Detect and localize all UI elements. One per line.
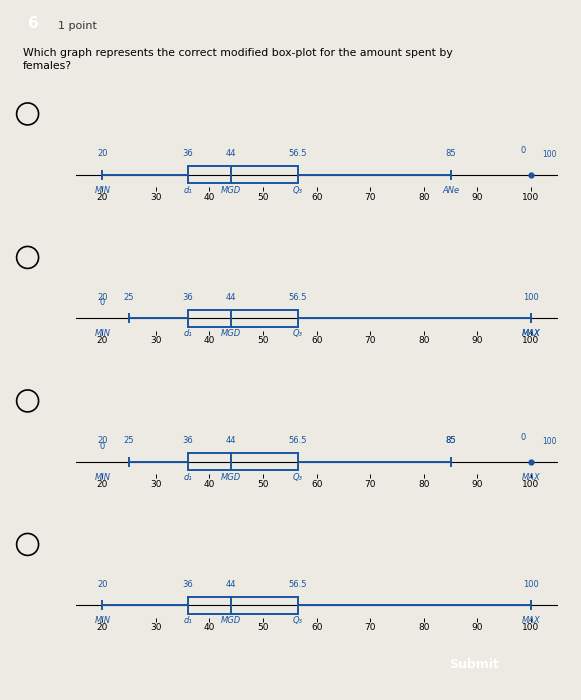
Text: MIN: MIN xyxy=(94,186,110,195)
Text: MGD: MGD xyxy=(221,186,241,195)
Text: 44: 44 xyxy=(225,436,236,445)
Text: MIN: MIN xyxy=(94,617,110,626)
Text: 56.5: 56.5 xyxy=(289,149,307,158)
Text: 20: 20 xyxy=(97,580,107,589)
Text: d₁: d₁ xyxy=(184,617,192,626)
Text: 36: 36 xyxy=(182,436,193,445)
Text: MAX: MAX xyxy=(522,330,540,339)
Bar xyxy=(188,167,298,183)
Text: 85: 85 xyxy=(445,436,456,445)
Text: 36: 36 xyxy=(182,293,193,302)
Text: MAX: MAX xyxy=(522,617,540,626)
Text: d₁: d₁ xyxy=(184,473,192,482)
Text: 44: 44 xyxy=(225,293,236,302)
Text: 0: 0 xyxy=(100,298,105,307)
Text: 56.5: 56.5 xyxy=(289,580,307,589)
Text: 100: 100 xyxy=(543,437,557,446)
Text: MGD: MGD xyxy=(221,330,241,339)
Text: 100: 100 xyxy=(543,150,557,159)
Text: 100: 100 xyxy=(523,293,539,302)
Text: Q₃: Q₃ xyxy=(293,186,303,195)
Text: 44: 44 xyxy=(225,580,236,589)
Text: 20: 20 xyxy=(97,293,107,302)
Text: 36: 36 xyxy=(182,580,193,589)
Bar xyxy=(188,454,298,470)
Text: 0: 0 xyxy=(100,442,105,451)
Text: 85: 85 xyxy=(445,149,456,158)
Text: MAX: MAX xyxy=(522,330,540,339)
Text: 20: 20 xyxy=(97,436,107,445)
Text: Q₃: Q₃ xyxy=(293,473,303,482)
Text: 0: 0 xyxy=(521,433,526,442)
Text: 0: 0 xyxy=(521,146,526,155)
Text: 25: 25 xyxy=(124,293,134,302)
Text: Q₃: Q₃ xyxy=(293,617,303,626)
Text: MGD: MGD xyxy=(221,617,241,626)
Text: 20: 20 xyxy=(97,149,107,158)
Text: Which graph represents the correct modified box-plot for the amount spent by: Which graph represents the correct modif… xyxy=(23,48,453,57)
Text: Q₃: Q₃ xyxy=(293,330,303,339)
Text: 25: 25 xyxy=(124,436,134,445)
Text: MAX: MAX xyxy=(522,473,540,482)
Text: d₁: d₁ xyxy=(184,186,192,195)
Text: 56.5: 56.5 xyxy=(289,436,307,445)
Text: 36: 36 xyxy=(182,149,193,158)
Text: 6: 6 xyxy=(28,16,39,32)
Text: 100: 100 xyxy=(523,580,539,589)
Text: Submit: Submit xyxy=(449,658,498,671)
Text: MIN: MIN xyxy=(94,330,110,339)
Text: 1 point: 1 point xyxy=(58,21,97,31)
Text: 56.5: 56.5 xyxy=(289,293,307,302)
Text: females?: females? xyxy=(23,61,72,71)
Text: 44: 44 xyxy=(225,149,236,158)
Text: d₁: d₁ xyxy=(184,330,192,339)
Text: MGD: MGD xyxy=(221,473,241,482)
Text: 85: 85 xyxy=(445,436,456,445)
Text: ANe: ANe xyxy=(442,186,459,195)
Bar xyxy=(188,596,298,614)
Text: MIN: MIN xyxy=(94,473,110,482)
Bar xyxy=(188,309,298,327)
